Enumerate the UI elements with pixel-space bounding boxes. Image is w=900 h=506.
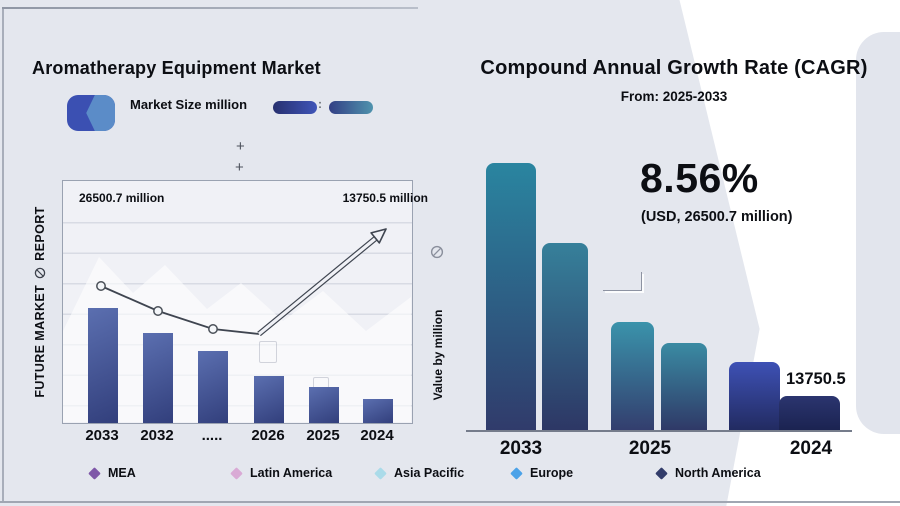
cylinder-icon-face: [86, 95, 115, 131]
legend-diamond-icon: [510, 466, 523, 480]
gradient-pill-dark: [273, 101, 317, 114]
legend-diamond-icon: [88, 466, 101, 480]
market-size-label: Market Size million: [130, 97, 248, 112]
plus-mark-icon: +: [235, 159, 244, 176]
cagr-x-label-2024: 2024: [789, 438, 833, 459]
legend-item-europe: Europe: [510, 466, 574, 480]
legend-label: MEA: [108, 466, 136, 480]
legend-item-north-america: North America: [655, 466, 761, 480]
cagr-x-label-2033: 2033: [499, 438, 543, 459]
cagr-bar: [486, 163, 536, 430]
cagr-basis: (USD, 26500.7 million): [641, 209, 793, 225]
cagr-bar: [661, 343, 707, 430]
x-axis-line: [466, 430, 852, 432]
legend: MEA Latin America Asia Pacific Europe North …: [0, 466, 900, 486]
frame-line-top: [2, 7, 418, 9]
market-bar-2024: [363, 399, 393, 423]
value-annotation-2024: 13750.5 million: [342, 191, 428, 205]
brand-text-2: REPORT: [33, 206, 47, 261]
legend-label: Asia Pacific: [394, 466, 465, 480]
market-x-label: 2032: [140, 427, 174, 444]
legend-diamond-icon: [655, 466, 668, 480]
market-x-label: 2033: [85, 427, 119, 444]
market-x-label: 2025: [306, 427, 340, 444]
right-chart-title: Compound Annual Growth Rate (CAGR): [480, 57, 868, 79]
market-bar-2032: [143, 333, 173, 423]
pill-separator: :: [318, 97, 322, 111]
cagr-bar: [611, 322, 654, 430]
frame-line-left: [2, 7, 4, 502]
cagr-plot: 2033 2025 2024: [466, 150, 852, 459]
gradient-pill-teal: [329, 101, 373, 114]
market-x-label: 2024: [360, 427, 394, 444]
brand-text-1: FUTURE MARKET: [33, 284, 47, 398]
value-axis-label: Value by million: [431, 309, 445, 401]
cagr-bar: [729, 362, 780, 430]
cagr-x-label-2025: 2025: [628, 438, 672, 459]
trend-overlay: [96, 228, 387, 337]
cagr-bar: [779, 396, 840, 430]
cylinder-icon: [67, 95, 115, 131]
corner-bracket-decoration: [603, 272, 642, 291]
market-plot: 26500.7 million 13750.5 million: [62, 180, 428, 424]
left-chart-title: Aromatherapy Equipment Market: [32, 58, 321, 78]
market-x-label: .....: [201, 427, 223, 444]
legend-label: Europe: [530, 466, 574, 480]
value-annotation-2033: 26500.7 million: [79, 191, 165, 205]
plus-mark-icon: +: [236, 138, 245, 155]
watermark-icon: [259, 341, 277, 363]
left-axis-brand-label: FUTURE MARKET REPORT: [24, 182, 56, 422]
right-chart-subtitle: From: 2025-2033: [620, 89, 728, 104]
market-bar-2025: [309, 387, 339, 423]
legend-diamond-icon: [230, 466, 243, 480]
legend-label: North America: [675, 466, 761, 480]
legend-item-asia-pacific: Asia Pacific: [374, 466, 465, 480]
background-crescent: [856, 32, 900, 434]
market-bar-2026: [254, 376, 284, 423]
market-bar-2033: [88, 308, 118, 423]
market-x-labels: 2033 2032..... 2026 2025 2024: [62, 427, 413, 447]
circle-slash-icon: [34, 267, 46, 279]
cagr-value: 8.56%: [640, 155, 759, 201]
market-x-label: 2026: [251, 427, 285, 444]
frame-line-bottom: [0, 501, 900, 503]
market-bar-.....: [198, 351, 228, 423]
legend-item-mea: MEA: [88, 466, 136, 480]
cagr-bar: [542, 243, 588, 430]
cagr-2024-value-label: 13750.5: [786, 370, 846, 388]
legend-label: Latin America: [250, 466, 333, 480]
circle-slash-icon: [430, 245, 444, 259]
legend-item-latin-america: Latin America: [230, 466, 333, 480]
legend-diamond-icon: [374, 466, 387, 480]
